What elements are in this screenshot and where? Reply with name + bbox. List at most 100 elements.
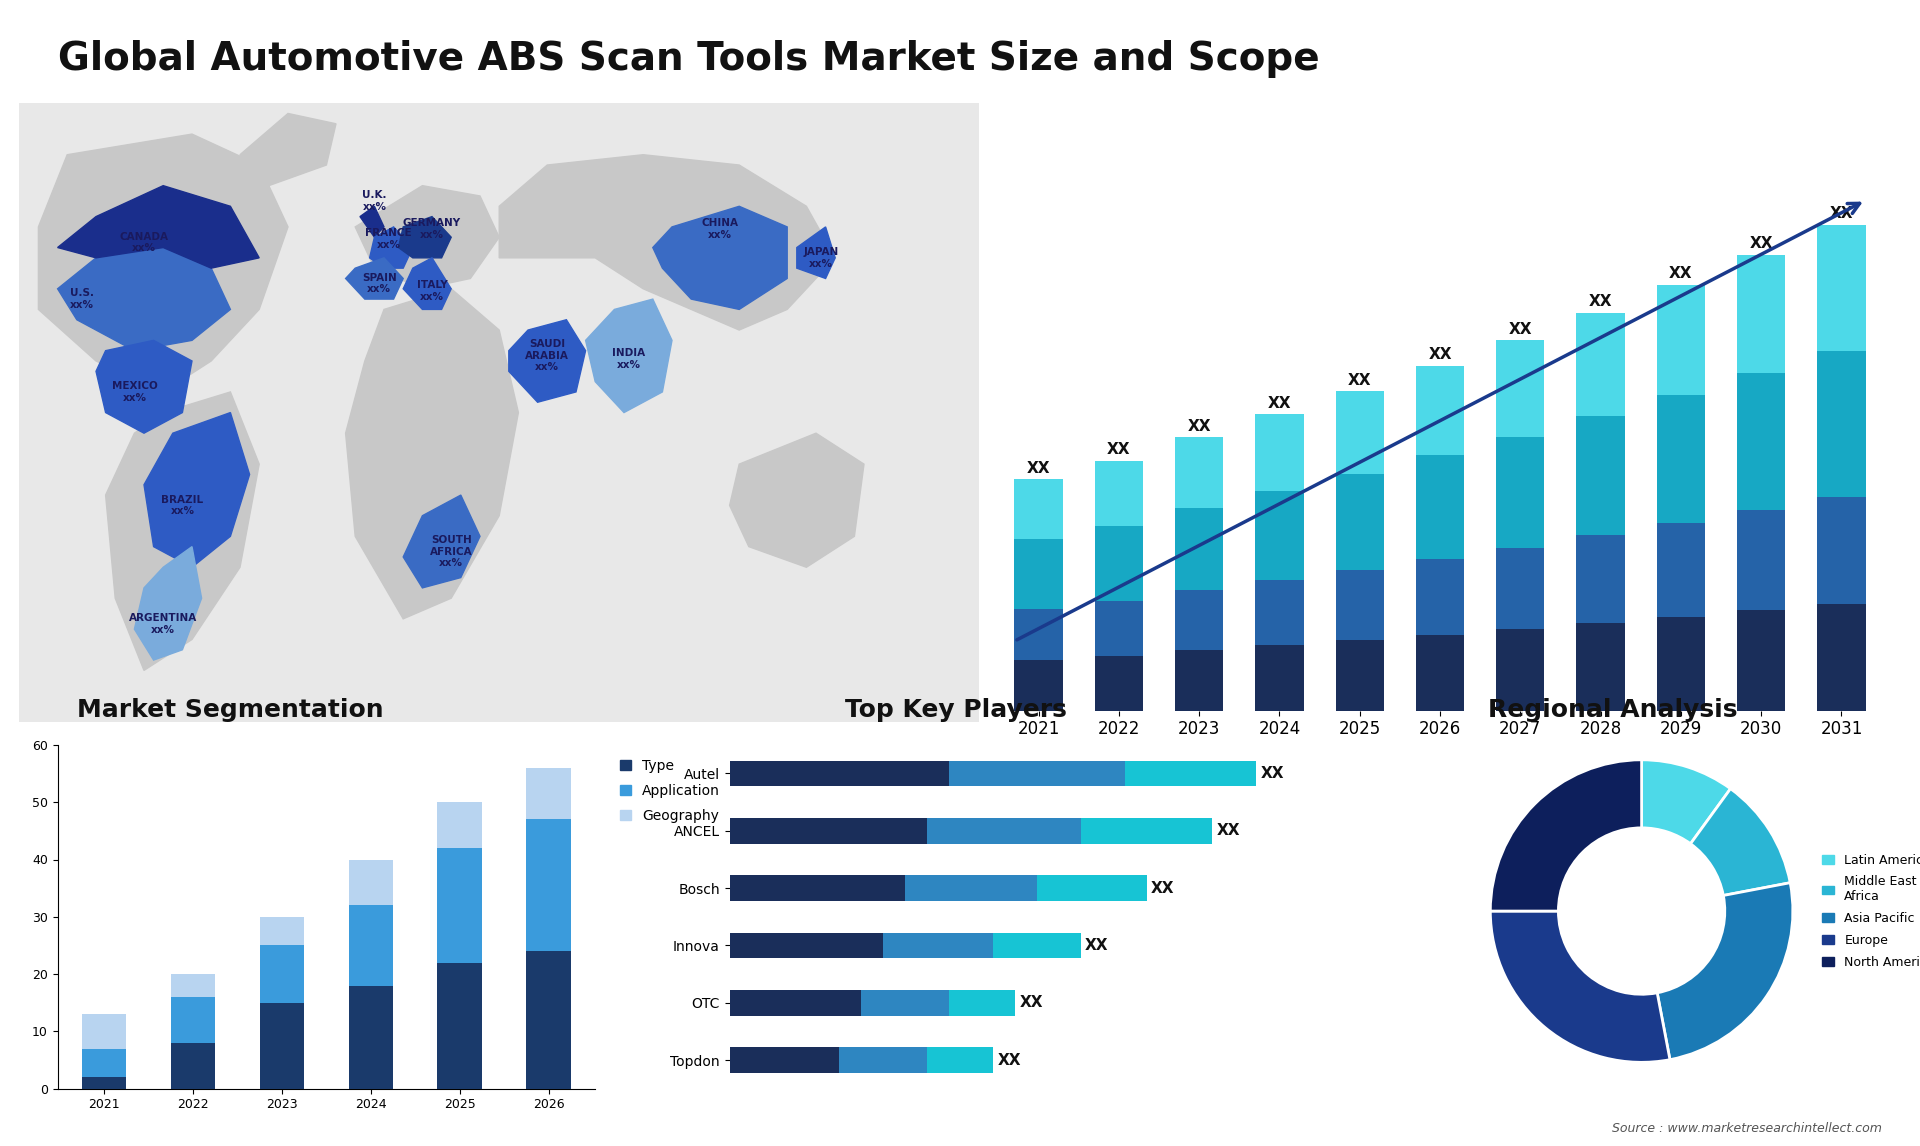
Bar (1818, 351, 1866, 496)
Wedge shape (1490, 760, 1642, 911)
Bar (1094, 656, 1142, 711)
Bar (526, 951, 570, 1089)
Polygon shape (653, 206, 787, 309)
Bar (259, 1003, 303, 1089)
Polygon shape (58, 248, 230, 351)
Bar (1496, 548, 1544, 629)
Bar (1576, 535, 1624, 623)
Text: XX: XX (1509, 322, 1532, 337)
Bar (1094, 601, 1142, 656)
Text: Top Key Players: Top Key Players (845, 698, 1068, 722)
Bar (171, 997, 215, 1043)
Bar (349, 860, 394, 905)
Bar (1336, 570, 1384, 641)
Polygon shape (346, 289, 518, 619)
Bar (1657, 617, 1705, 711)
Bar (1738, 510, 1786, 610)
Text: XX: XX (1668, 266, 1693, 281)
Bar (730, 761, 948, 786)
Bar (1738, 374, 1786, 510)
Bar (1415, 559, 1465, 635)
Text: XX: XX (1150, 880, 1175, 896)
Bar (1415, 635, 1465, 711)
Bar (1818, 604, 1866, 711)
Bar (730, 933, 883, 958)
Text: MEXICO
xx%: MEXICO xx% (111, 382, 157, 402)
Bar (1175, 438, 1223, 509)
Polygon shape (403, 495, 480, 588)
Bar (526, 768, 570, 819)
Bar (1175, 651, 1223, 711)
Polygon shape (96, 340, 192, 433)
Bar (1094, 526, 1142, 601)
Polygon shape (509, 320, 586, 402)
Polygon shape (369, 227, 413, 268)
Polygon shape (586, 299, 672, 413)
Polygon shape (346, 258, 403, 299)
Bar (438, 963, 482, 1089)
Bar (171, 1043, 215, 1089)
Bar (1336, 641, 1384, 711)
Wedge shape (1690, 788, 1789, 895)
Text: ITALY
xx%: ITALY xx% (417, 280, 447, 301)
Polygon shape (499, 155, 835, 330)
Text: XX: XX (1187, 419, 1212, 434)
Bar (83, 1014, 127, 1049)
Bar (1496, 437, 1544, 548)
Bar (259, 917, 303, 945)
Polygon shape (134, 547, 202, 660)
Text: XX: XX (996, 1053, 1021, 1068)
Bar (730, 818, 927, 843)
Polygon shape (730, 433, 864, 567)
Text: Source : www.marketresearchintellect.com: Source : www.marketresearchintellect.com (1611, 1122, 1882, 1135)
Bar (1014, 609, 1062, 660)
Text: XX: XX (1590, 295, 1613, 309)
Bar (1014, 479, 1062, 540)
Polygon shape (359, 206, 384, 237)
Bar (526, 819, 570, 951)
Text: XX: XX (1261, 766, 1284, 780)
Text: JAPAN
xx%: JAPAN xx% (803, 248, 839, 268)
Bar (993, 933, 1081, 958)
Bar (1576, 416, 1624, 535)
Bar (1818, 496, 1866, 604)
Text: U.S.
xx%: U.S. xx% (69, 289, 94, 309)
Bar (259, 945, 303, 1003)
Bar (1125, 761, 1256, 786)
Bar (839, 1047, 927, 1073)
Polygon shape (240, 113, 336, 186)
Wedge shape (1642, 760, 1730, 843)
Polygon shape (106, 392, 259, 670)
Bar (438, 848, 482, 963)
Bar (1094, 461, 1142, 526)
Bar (730, 990, 862, 1015)
Bar (1175, 509, 1223, 590)
Bar (1818, 225, 1866, 351)
Text: XX: XX (1428, 347, 1452, 362)
Wedge shape (1657, 882, 1793, 1060)
Polygon shape (144, 413, 250, 567)
Wedge shape (1490, 911, 1670, 1062)
Bar (1738, 254, 1786, 374)
Text: FRANCE
xx%: FRANCE xx% (365, 228, 413, 250)
Bar (1657, 524, 1705, 617)
Bar (1496, 340, 1544, 437)
Bar (1415, 455, 1465, 559)
Polygon shape (797, 227, 835, 278)
Bar (862, 990, 948, 1015)
Bar (1256, 580, 1304, 645)
Bar (1576, 313, 1624, 416)
Text: Global Automotive ABS Scan Tools Market Size and Scope: Global Automotive ABS Scan Tools Market … (58, 40, 1319, 78)
Legend: Type, Application, Geography: Type, Application, Geography (612, 752, 728, 830)
Legend: Latin America, Middle East &
Africa, Asia Pacific, Europe, North America: Latin America, Middle East & Africa, Asi… (1818, 850, 1920, 972)
Bar (1496, 629, 1544, 711)
Text: CHINA
xx%: CHINA xx% (701, 218, 739, 240)
Bar (1415, 366, 1465, 455)
Text: XX: XX (1749, 236, 1772, 251)
Bar (171, 974, 215, 997)
Text: BRAZIL
xx%: BRAZIL xx% (161, 495, 204, 516)
Text: XX: XX (1027, 461, 1050, 476)
Bar (349, 905, 394, 986)
Text: SPAIN
xx%: SPAIN xx% (361, 273, 397, 295)
Text: ARGENTINA
xx%: ARGENTINA xx% (129, 613, 198, 635)
